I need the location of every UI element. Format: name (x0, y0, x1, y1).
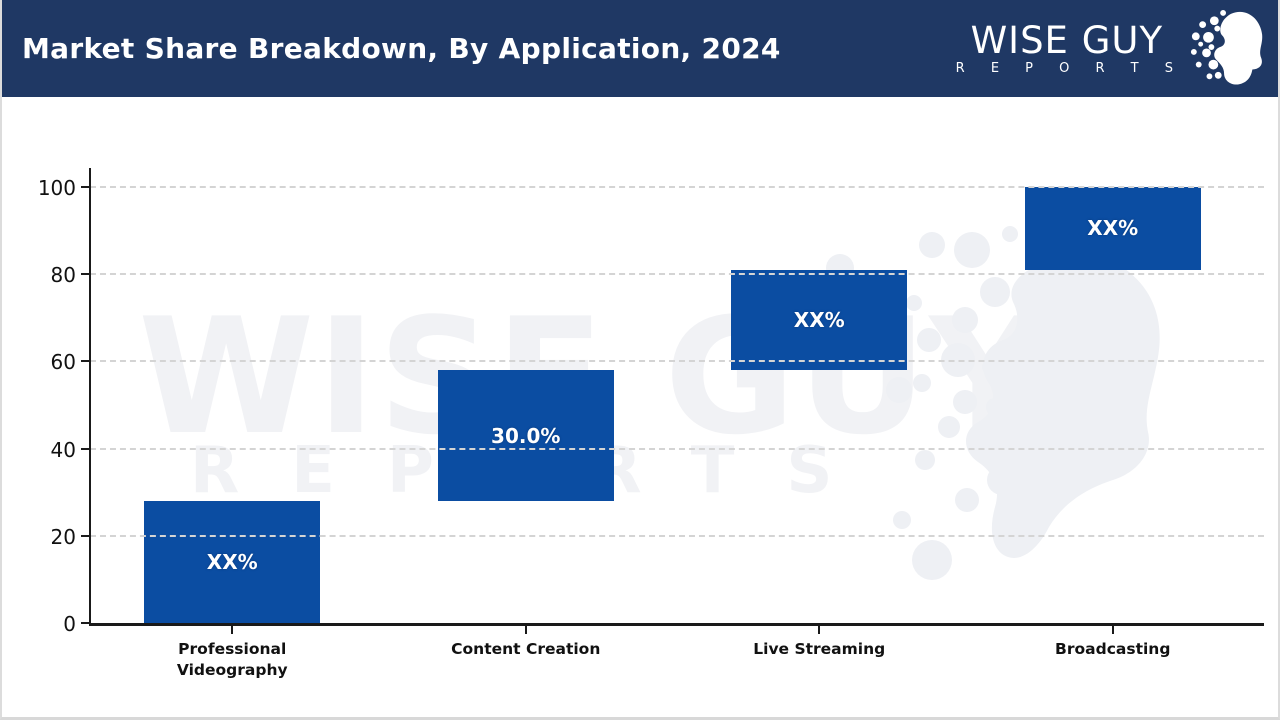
wise-guy-reports-logo: WISE GUY R E P O R T S (950, 7, 1266, 91)
y-tick-label-20: 20 (50, 524, 76, 549)
y-tick-mark-40 (81, 447, 89, 450)
header-band: Market Share Breakdown, By Application, … (2, 0, 1278, 97)
bar-professional-videography (144, 500, 321, 623)
gridline-100 (90, 186, 1264, 188)
bar-value-label: XX% (206, 549, 258, 574)
head-profile-logo-icon (1190, 9, 1263, 85)
y-tick-label-80: 80 (50, 263, 76, 288)
x-category-label: Professional Videography (176, 640, 288, 679)
x-category-label: Broadcasting (1055, 640, 1171, 658)
page-title: Market Share Breakdown, By Application, … (22, 32, 781, 65)
y-tick-label-100: 100 (37, 176, 76, 200)
gridline-80 (90, 273, 1264, 276)
x-tick-mark (231, 626, 234, 634)
logo-text: WISE GUY R E P O R T S (950, 22, 1184, 75)
y-tick-mark-60 (81, 360, 89, 363)
y-tick-label-0: 0 (63, 612, 76, 636)
x-tick-mark (1111, 626, 1114, 634)
y-tick-mark-100 (81, 186, 89, 188)
bar-value-label: XX% (793, 307, 845, 332)
bar-value-label: 30.0% (491, 423, 561, 448)
bar-broadcasting (1024, 187, 1201, 270)
y-tick-mark-20 (81, 534, 89, 537)
y-tick-label-40: 40 (50, 437, 76, 462)
bar-value-label: XX% (1087, 216, 1139, 241)
bar-live-streaming (731, 269, 908, 371)
gridline-60 (90, 360, 1264, 363)
logo-wordmark: WISE GUY (970, 19, 1164, 62)
gridline-40 (90, 447, 1264, 450)
x-tick-mark (818, 626, 821, 634)
y-tick-mark-0 (81, 622, 89, 624)
logo-subtitle: R E P O R T S (955, 61, 1184, 76)
x-tick-mark (524, 626, 527, 634)
bar-content-creation (437, 370, 614, 501)
y-tick-mark-80 (81, 273, 89, 276)
x-axis-spine (89, 623, 1264, 626)
y-axis-spine (89, 168, 91, 625)
gridline-20 (90, 534, 1264, 537)
x-category-label: Live Streaming (753, 640, 886, 658)
y-tick-label-60: 60 (50, 350, 76, 375)
x-category-label: Content Creation (451, 640, 601, 658)
